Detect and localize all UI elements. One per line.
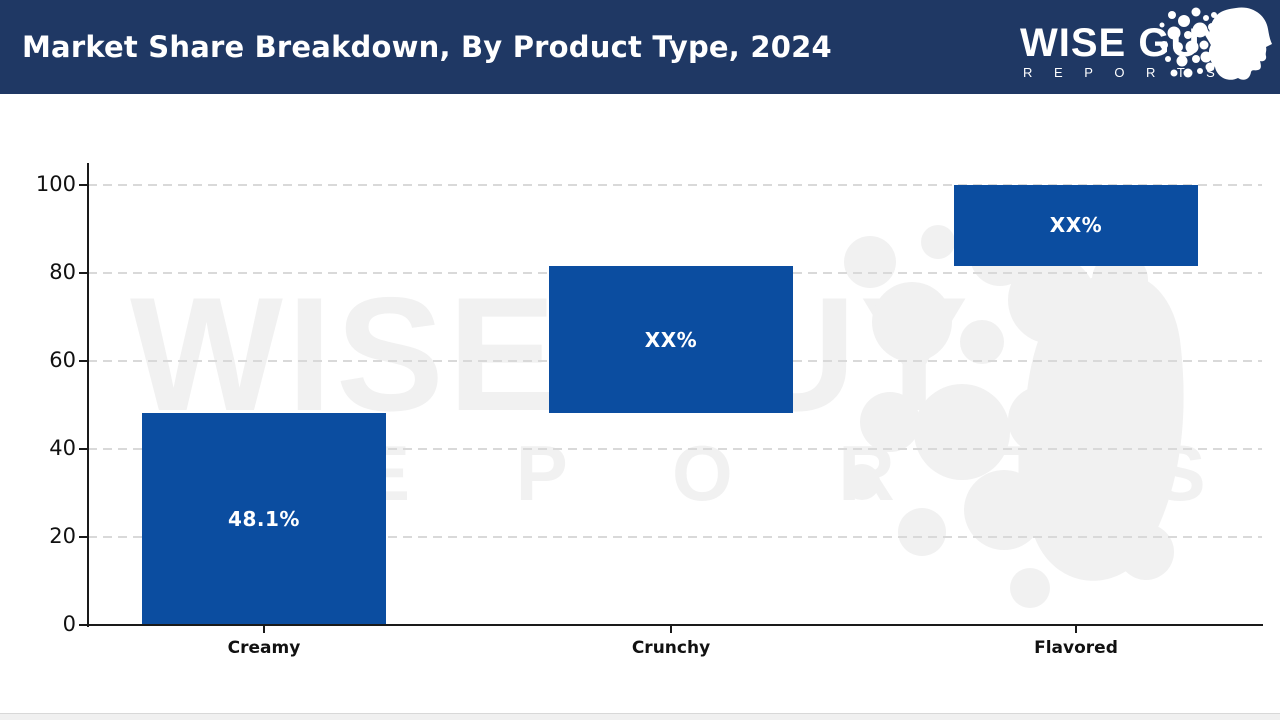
y-tick-label-40: 40 xyxy=(49,436,76,460)
x-tick-mark-crunchy xyxy=(670,626,672,633)
bar-value-label: XX% xyxy=(644,327,698,352)
y-tick-mark-20 xyxy=(79,536,87,538)
y-axis-spine xyxy=(87,163,89,627)
logo-face-icon xyxy=(1159,7,1272,80)
bar-value-label: XX% xyxy=(1049,213,1103,238)
bar-flavored: XX% xyxy=(954,185,1198,266)
page-title: Market Share Breakdown, By Product Type,… xyxy=(22,30,832,64)
y-tick-mark-0 xyxy=(79,624,87,626)
y-tick-label-100: 100 xyxy=(35,172,76,196)
y-tick-mark-60 xyxy=(79,360,87,362)
x-category-label-creamy: Creamy xyxy=(227,638,301,658)
bar-value-label: 48.1% xyxy=(228,507,300,532)
x-tick-mark-creamy xyxy=(263,626,265,633)
y-tick-mark-80 xyxy=(79,272,87,274)
y-tick-label-20: 20 xyxy=(49,524,76,548)
header-bar: Market Share Breakdown, By Product Type,… xyxy=(0,0,1280,94)
gridline-20 xyxy=(88,536,1262,538)
gridline-100 xyxy=(88,184,1262,186)
gridline-40 xyxy=(88,448,1262,450)
bar-crunchy: XX% xyxy=(549,265,793,414)
x-category-label-crunchy: Crunchy xyxy=(631,638,711,658)
y-tick-label-0: 0 xyxy=(62,612,76,636)
x-category-label-flavored: Flavored xyxy=(1034,638,1118,658)
y-tick-label-80: 80 xyxy=(49,260,76,284)
bar-creamy: 48.1% xyxy=(142,413,386,625)
x-axis-spine xyxy=(87,624,1263,626)
x-tick-mark-flavored xyxy=(1075,626,1077,633)
logo-reports-text: R E P O R T S xyxy=(1023,65,1224,80)
y-tick-mark-100 xyxy=(79,184,87,186)
y-tick-label-60: 60 xyxy=(49,348,76,372)
y-tick-mark-40 xyxy=(79,448,87,450)
wiseguy-logo: WISE GUY R E P O R T S xyxy=(1020,5,1272,91)
bottom-rule xyxy=(0,713,1280,720)
